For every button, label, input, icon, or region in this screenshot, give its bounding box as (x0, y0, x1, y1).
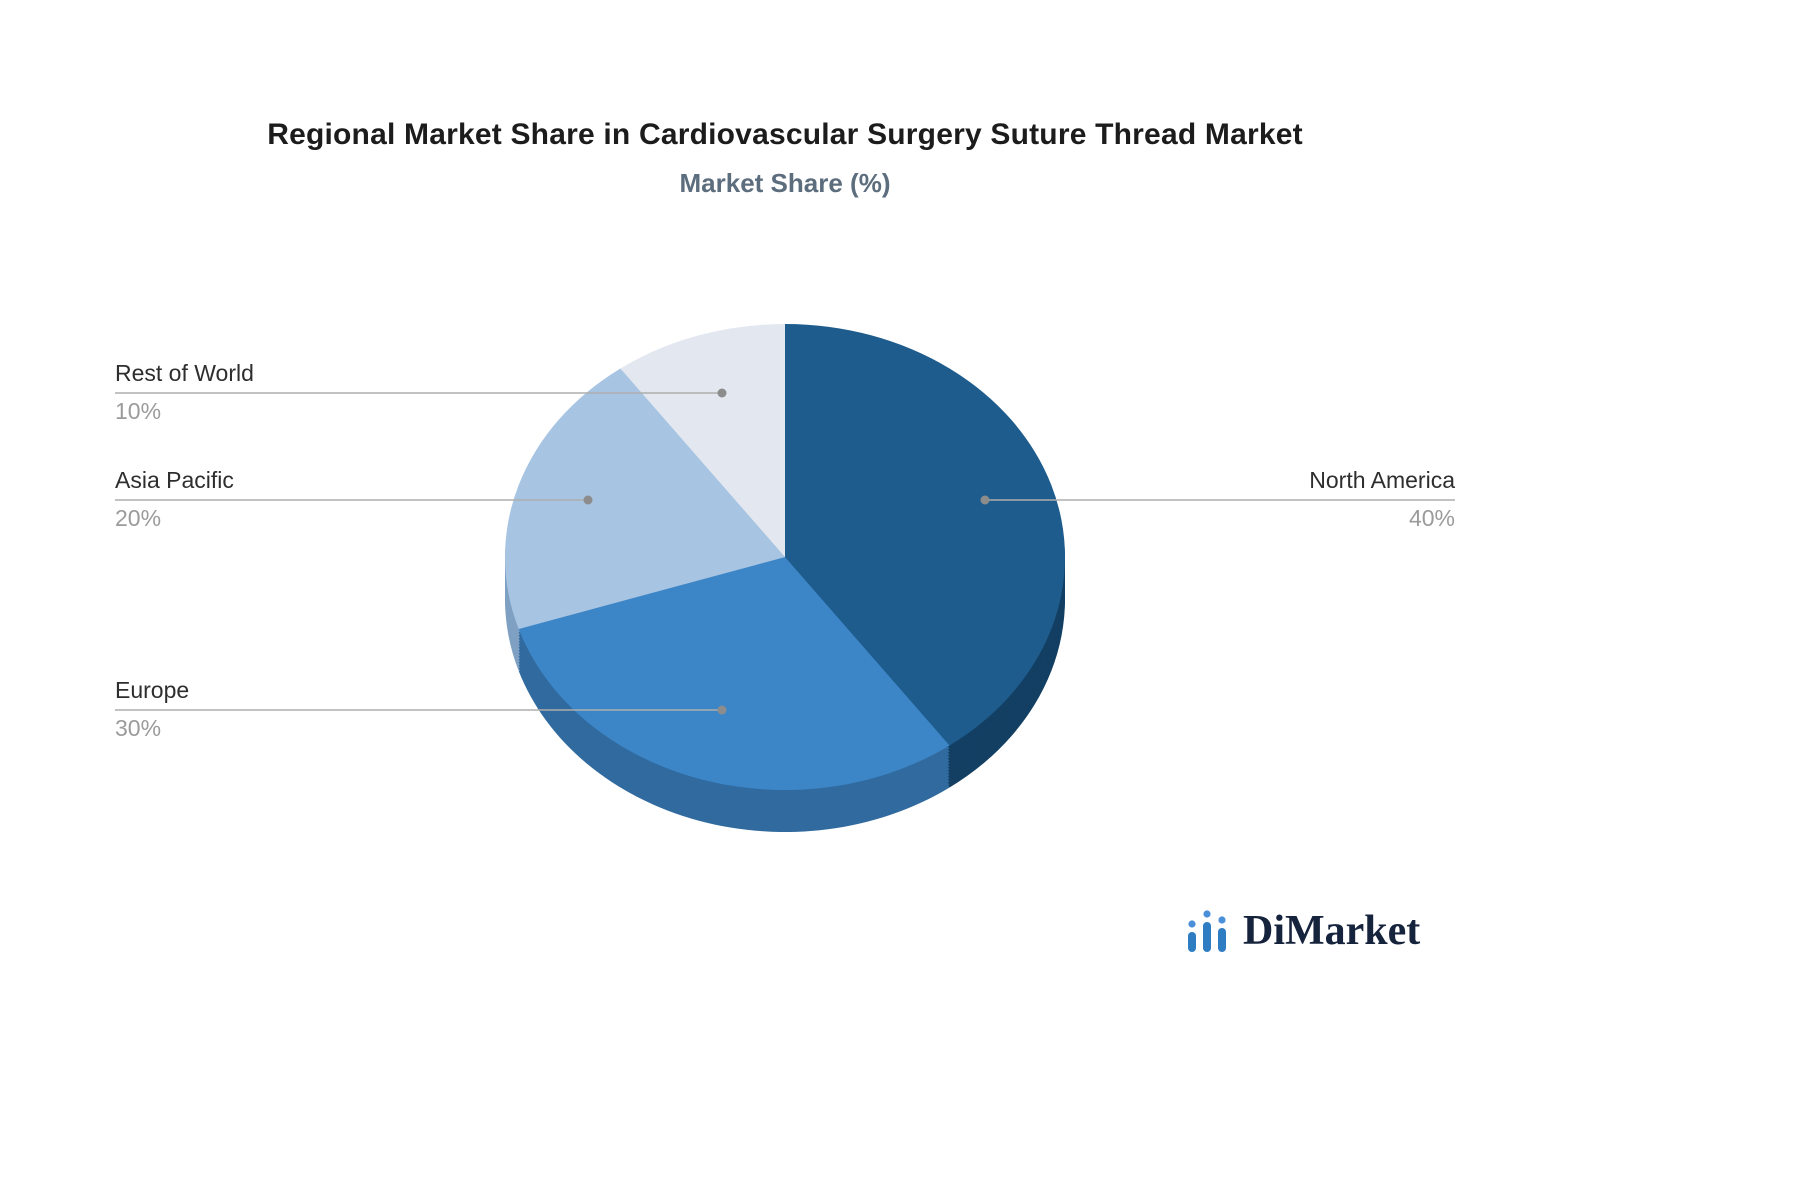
slice-label-asia-pacific: Asia Pacific 20% (115, 467, 535, 531)
bar-chart-dots-icon (1188, 910, 1226, 952)
slice-name: Asia Pacific (115, 467, 234, 493)
chart-title: Regional Market Share in Cardiovascular … (267, 118, 1303, 151)
slice-value: 20% (115, 505, 162, 531)
pie-slice-europe (518, 557, 950, 790)
slice-value: 30% (115, 715, 162, 741)
brand-logo-text: DiMarket (1243, 908, 1421, 954)
slice-name: Rest of World (115, 360, 254, 386)
slice-name: Europe (115, 677, 190, 703)
leader-dot (717, 388, 727, 398)
slice-value: 40% (1408, 505, 1455, 531)
slice-value: 10% (115, 398, 162, 424)
slice-label-north-america: North America 40% (1035, 467, 1455, 531)
chart-subtitle: Market Share (%) (679, 168, 891, 198)
slice-label-rest-of-world: Rest of World 10% (115, 360, 535, 424)
leader-dot (717, 705, 727, 715)
pie-slice-rest-of-world (620, 324, 785, 557)
slice-name: North America (1309, 467, 1455, 493)
slice-label-europe: Europe 30% (115, 677, 535, 741)
pie-slice-asia-pacific (505, 368, 785, 630)
leader-dot (980, 495, 990, 505)
pie-slice-north-america (785, 324, 1065, 746)
leader-dot (583, 495, 593, 505)
brand-logo: DiMarket (1185, 906, 1420, 956)
